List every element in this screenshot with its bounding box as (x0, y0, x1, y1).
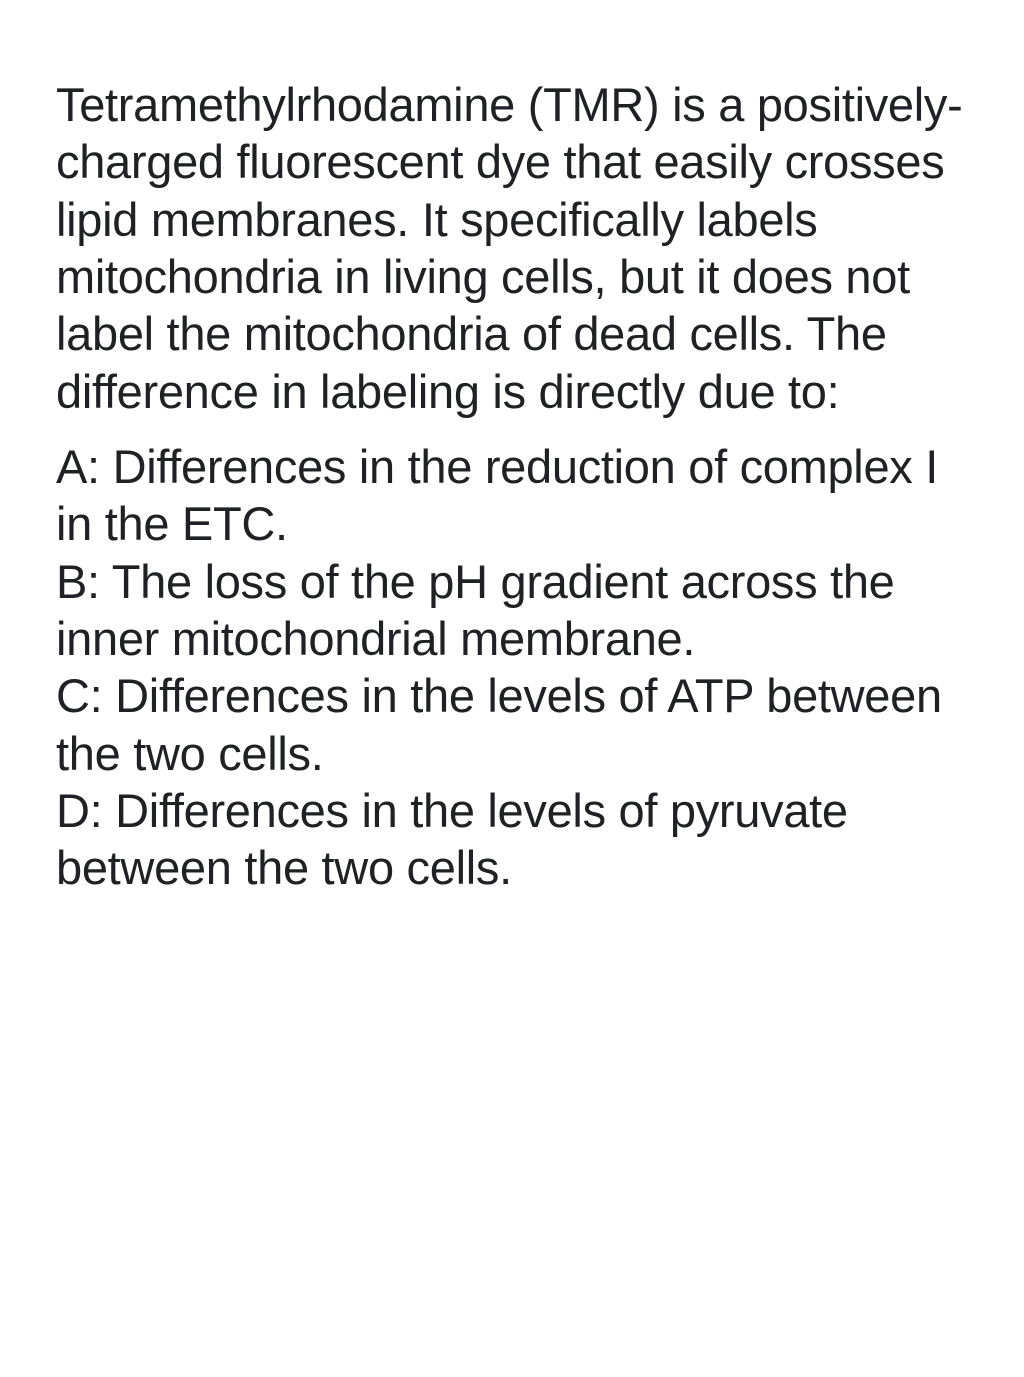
option-b-text: The loss of the pH gradient across the i… (56, 555, 895, 665)
option-d: D: Differences in the levels of pyruvate… (56, 782, 968, 897)
option-c-label: C: (56, 669, 102, 722)
option-d-label: D: (56, 784, 102, 837)
option-b-label: B: (56, 555, 100, 608)
option-d-text: Differences in the levels of pyruvate be… (56, 784, 848, 894)
option-c: C: Differences in the levels of ATP betw… (56, 667, 968, 782)
question-stem: Tetramethylrhodamine (TMR) is a positive… (56, 76, 968, 420)
option-c-text: Differences in the levels of ATP between… (56, 669, 942, 779)
option-b: B: The loss of the pH gradient across th… (56, 553, 968, 668)
answer-options: A: Differences in the reduction of compl… (56, 438, 968, 897)
option-a-label: A: (56, 440, 100, 493)
option-a-text: Differences in the reduction of complex … (56, 440, 938, 550)
option-a: A: Differences in the reduction of compl… (56, 438, 968, 553)
